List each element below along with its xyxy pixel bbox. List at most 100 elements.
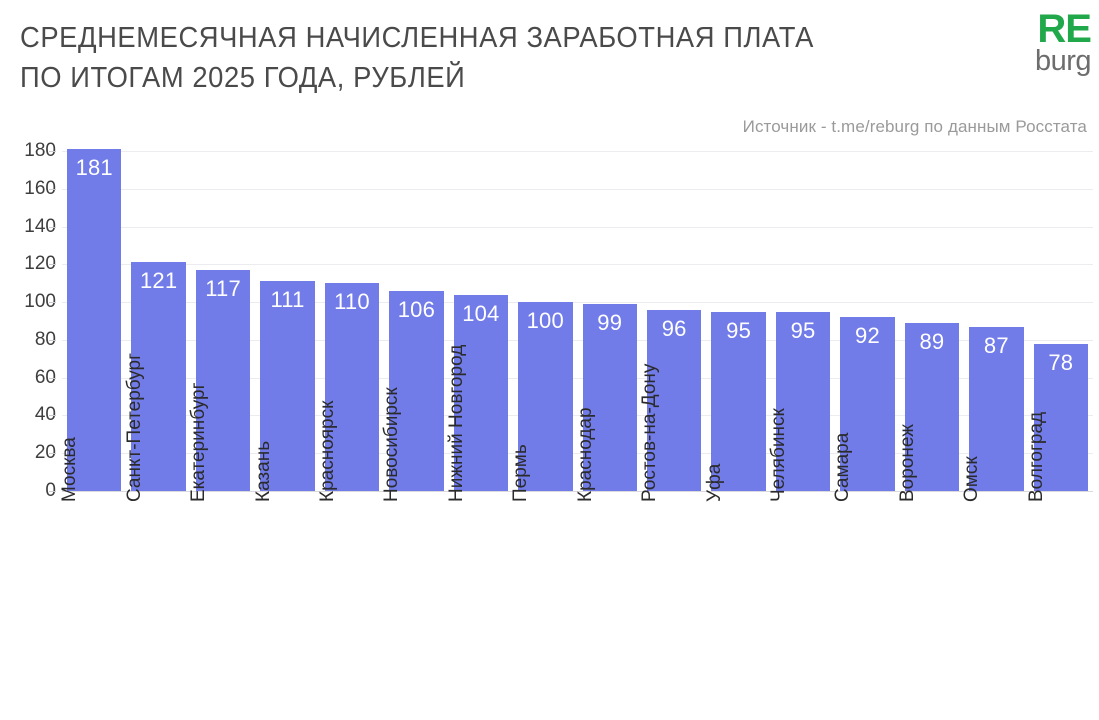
bar-slot: 99	[578, 151, 642, 491]
bar-slot: 95	[706, 151, 770, 491]
bar-slot: 111	[255, 151, 319, 491]
y-tick-label: 180	[24, 140, 56, 161]
page-title: СРЕДНЕМЕСЯЧНАЯ НАЧИСЛЕННАЯ ЗАРАБОТНАЯ ПЛ…	[20, 22, 814, 94]
bar[interactable]: 95	[775, 311, 831, 491]
bar[interactable]: 100	[518, 302, 573, 491]
bar[interactable]: 96	[646, 309, 702, 491]
bar-slot: 181	[62, 149, 126, 491]
bar[interactable]: 117	[195, 270, 251, 491]
y-tick-label: 160	[24, 177, 56, 199]
y-tick-label: 80	[34, 328, 56, 350]
reburg-logo: RE burg	[986, 7, 1092, 76]
y-tick-mark	[49, 188, 56, 190]
y-tick-mark	[49, 377, 56, 379]
bar-slot: 89	[900, 151, 964, 491]
bar-slot: 78	[1029, 151, 1093, 491]
bar-slot: 100	[513, 151, 577, 491]
x-tick-label: Омск	[961, 456, 983, 502]
x-tick-label: Пермь	[510, 444, 532, 502]
x-tick-label: Челябинск	[768, 408, 790, 502]
bar-chart: 180 160 140 120 100 80 60 40 20 0 181 121 117 111 110…	[0, 140, 1099, 700]
y-tick-label: 0	[10, 480, 56, 502]
bar-value-label: 121	[140, 268, 178, 294]
category-slot: Волгоград	[1026, 412, 1093, 710]
logo-primary-text: RE	[1037, 7, 1092, 51]
bar[interactable]: 110	[324, 283, 380, 491]
y-tick-mark	[49, 453, 56, 455]
bar[interactable]: 111	[260, 281, 315, 491]
x-tick-label: Волгоград	[1025, 411, 1047, 502]
bar-value-label: 106	[397, 296, 436, 322]
category-slot: Уфа	[704, 464, 770, 710]
x-tick-label: Красноярск	[316, 400, 338, 502]
x-tick-label: Новосибирск	[381, 387, 403, 502]
bar[interactable]: 87	[969, 326, 1024, 491]
bar-value-label: 95	[790, 317, 816, 343]
category-slot: Нижний Новгород	[446, 345, 513, 710]
category-slot: Ростов-на-Дону	[639, 364, 706, 710]
category-slot: Воронеж	[897, 424, 964, 710]
gridline	[62, 453, 1093, 455]
bar-value-label: 96	[661, 315, 687, 341]
gridline	[62, 302, 1093, 304]
y-tick-label: 140	[24, 215, 56, 237]
bar-slot: 104	[449, 151, 513, 491]
bar-value-label: 104	[462, 300, 500, 326]
plot-area: 181 121 117 111 110 106 104 100 99 96 95 95 92 89 87 78	[62, 149, 1093, 492]
bar-value-label: 111	[270, 287, 305, 313]
x-tick-label: Санкт-Петербург	[123, 352, 145, 502]
x-tick-label: Ростов-на-Дону	[639, 363, 661, 502]
x-tick-label: Уфа	[703, 463, 725, 502]
x-tick-label: Казань	[252, 440, 274, 502]
category-slot: Москва	[59, 437, 126, 710]
y-axis: 180 160 140 120 100 80 60 40 20 0	[0, 140, 56, 501]
bar[interactable]: 181	[67, 149, 122, 491]
category-slot: Краснодар	[575, 407, 642, 710]
gridline	[62, 339, 1093, 341]
source-attribution: Источник - t.me/reburg по данным Росстат…	[742, 117, 1087, 136]
bar[interactable]: 104	[453, 294, 509, 491]
category-slot: Омск	[961, 456, 1028, 710]
bar-value-label: 78	[1048, 349, 1074, 375]
bar[interactable]: 92	[840, 317, 895, 491]
category-slot: Самара	[832, 433, 899, 710]
category-slot: Новосибирск	[381, 387, 448, 710]
gridline	[62, 151, 1093, 152]
category-slot: Красноярск	[317, 401, 384, 710]
gridline	[62, 415, 1093, 417]
bar-value-label: 110	[334, 289, 370, 315]
x-axis-categories: Москва Санкт-Петербург Екатеринбург Казань К…	[59, 345, 1093, 710]
x-tick-label: Екатеринбург	[188, 382, 210, 502]
y-tick-mark	[49, 339, 56, 341]
bar[interactable]: 89	[904, 322, 960, 491]
y-tick-mark	[49, 491, 56, 492]
bar-slot: 96	[642, 151, 706, 491]
bar-slot: 117	[191, 151, 255, 491]
x-tick-label: Москва	[59, 437, 81, 502]
category-slot: Екатеринбург	[188, 382, 255, 710]
bar[interactable]: 95	[711, 311, 766, 491]
gridline	[62, 264, 1093, 266]
y-tick-label: 60	[34, 366, 56, 388]
gridline	[62, 377, 1093, 379]
y-tick-mark	[49, 151, 56, 152]
y-tick-mark	[49, 415, 56, 417]
y-tick-label: 100	[24, 291, 56, 313]
bar-value-label: 92	[855, 323, 880, 349]
y-tick-mark	[49, 302, 56, 304]
bar[interactable]: 121	[131, 262, 186, 491]
bar[interactable]: 106	[389, 290, 444, 491]
bar-slot: 121	[126, 151, 190, 491]
x-tick-label: Самара	[832, 432, 854, 502]
y-tick-mark	[49, 264, 56, 266]
chart-header: СРЕДНЕМЕСЯЧНАЯ НАЧИСЛЕННАЯ ЗАРАБОТНАЯ ПЛ…	[0, 0, 1099, 136]
bar-value-label: 89	[919, 328, 945, 354]
x-tick-label: Нижний Новгород	[445, 344, 467, 502]
bar[interactable]: 99	[582, 304, 637, 491]
gridline	[62, 491, 1093, 492]
bar[interactable]: 78	[1033, 343, 1088, 491]
category-slot: Челябинск	[768, 408, 835, 710]
y-tick-label: 20	[34, 442, 56, 464]
bar-slot: 87	[964, 151, 1028, 491]
gridline	[62, 188, 1093, 190]
